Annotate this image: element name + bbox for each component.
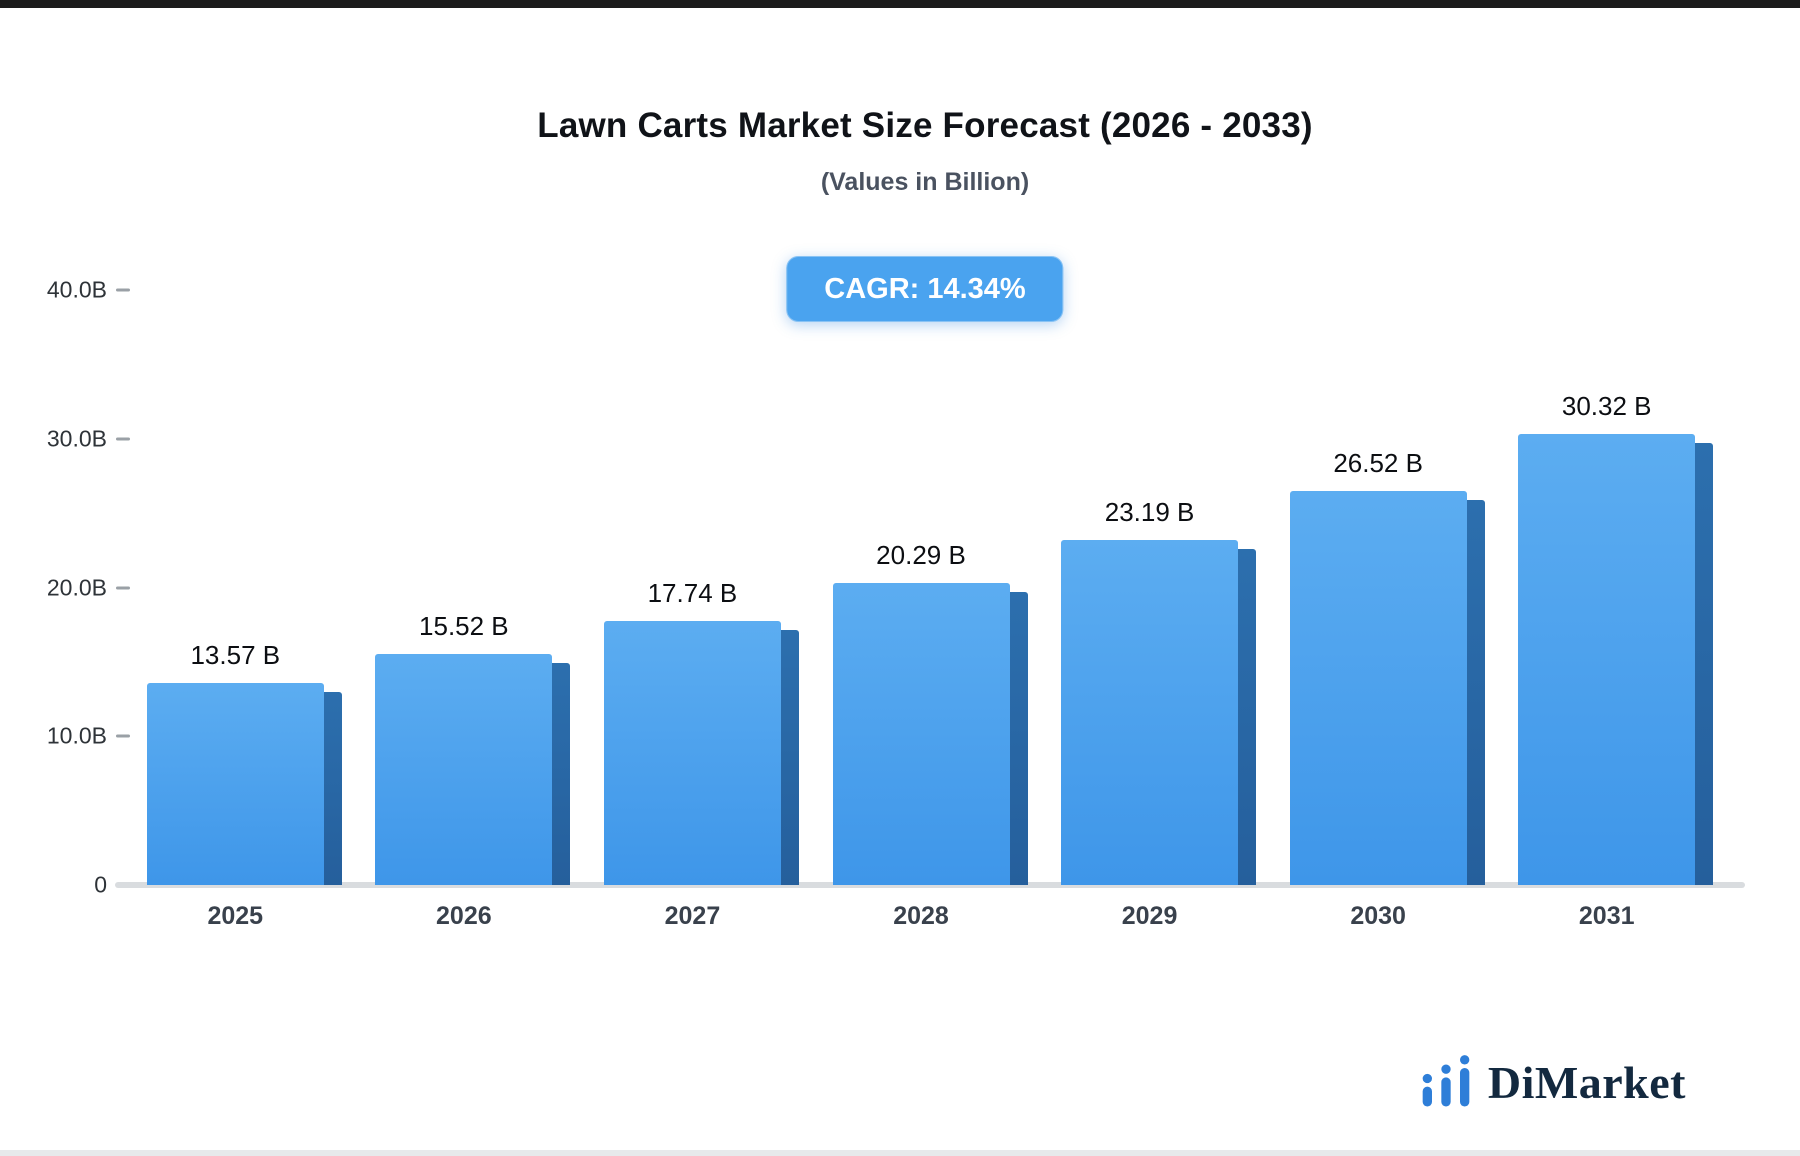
- bar-side-shadow: [1238, 549, 1257, 885]
- y-axis-tick-label: 10.0B: [46, 722, 107, 749]
- x-axis-label: 2030: [1350, 902, 1406, 930]
- bar-face: [375, 654, 553, 885]
- bar-2030: 26.52 B: [1289, 448, 1485, 885]
- bar-face: [1518, 434, 1696, 885]
- x-axis-label: 2026: [436, 902, 492, 930]
- x-axis-label: 2025: [207, 902, 264, 930]
- chart-title: Lawn Carts Market Size Forecast (2026 - …: [537, 106, 1313, 145]
- y-axis-tick-mark: [116, 437, 130, 441]
- y-axis-tick-mark: [116, 734, 130, 738]
- bar-2029: 23.19 B: [1061, 497, 1257, 885]
- bar-side-shadow: [780, 630, 799, 885]
- bar-face: [1289, 490, 1467, 885]
- dimarket-logo-icon: [1422, 1055, 1470, 1107]
- y-axis-tick-label: 30.0B: [46, 425, 107, 452]
- bar-value-label: 17.74 B: [647, 578, 738, 609]
- y-axis-tick-mark: [116, 586, 130, 589]
- y-axis-tick-label: 0: [94, 871, 107, 898]
- bar-value-label: 15.52 B: [419, 611, 509, 642]
- bar-side-shadow: [1009, 592, 1028, 885]
- x-axis-label: 2031: [1578, 902, 1635, 930]
- bar-face: [146, 683, 324, 885]
- brand-logo: DiMarket: [1418, 1054, 1686, 1110]
- bar-face: [832, 583, 1010, 885]
- bar-side-shadow: [323, 692, 342, 885]
- x-axis-label: 2029: [1121, 902, 1178, 930]
- bar-2031: 30.32 B: [1518, 391, 1714, 885]
- bar-side-shadow: [1695, 443, 1714, 885]
- y-axis-tick-mark: [116, 288, 130, 292]
- bar-side-shadow: [552, 663, 571, 885]
- bar-2028: 20.29 B: [832, 540, 1028, 885]
- bar-2026: 15.52 B: [375, 611, 571, 885]
- y-axis-tick: 40.0B: [47, 277, 130, 304]
- cagr-badge: CAGR: 14.34%: [786, 256, 1064, 322]
- bar-side-shadow: [1466, 499, 1485, 885]
- y-axis-tick: 30.0B: [47, 425, 130, 452]
- x-axis-line: [115, 882, 1745, 888]
- chart-subtitle: (Values in Billion): [820, 168, 1030, 196]
- bottom-border: [0, 1150, 1800, 1156]
- y-axis-tick: 20.0B: [47, 574, 130, 601]
- x-axis-label: 2028: [893, 902, 949, 930]
- y-axis-tick-label: 20.0B: [46, 574, 107, 600]
- bar-value-label: 30.32 B: [1561, 391, 1652, 421]
- x-axis-label: 2027: [664, 902, 721, 930]
- bar-value-label: 13.57 B: [190, 640, 281, 671]
- x-axis-labels: 2025 2026 2027 2028 2029 2030 2031: [130, 902, 1730, 942]
- bar-2027: 17.74 B: [603, 578, 799, 885]
- top-border: [0, 0, 1800, 8]
- bar-value-label: 23.19 B: [1104, 497, 1195, 528]
- y-axis-tick: 10.0B: [47, 723, 130, 750]
- y-axis: 40.0B 30.0B 20.0B 10.0B 0: [0, 277, 130, 898]
- brand-logo-text: DiMarket: [1487, 1056, 1686, 1108]
- bar-2025: 13.57 B: [146, 640, 342, 885]
- bar-value-label: 26.52 B: [1333, 447, 1423, 478]
- bar-value-label: 20.29 B: [876, 540, 966, 571]
- bar-face: [1061, 540, 1239, 885]
- bar-face: [603, 621, 781, 885]
- y-axis-tick-label: 40.0B: [46, 276, 107, 303]
- bar-chart-plot-area: 13.57 B 15.52 B 17.74 B 20.29 B 23.19 B 26.52…: [115, 290, 1745, 888]
